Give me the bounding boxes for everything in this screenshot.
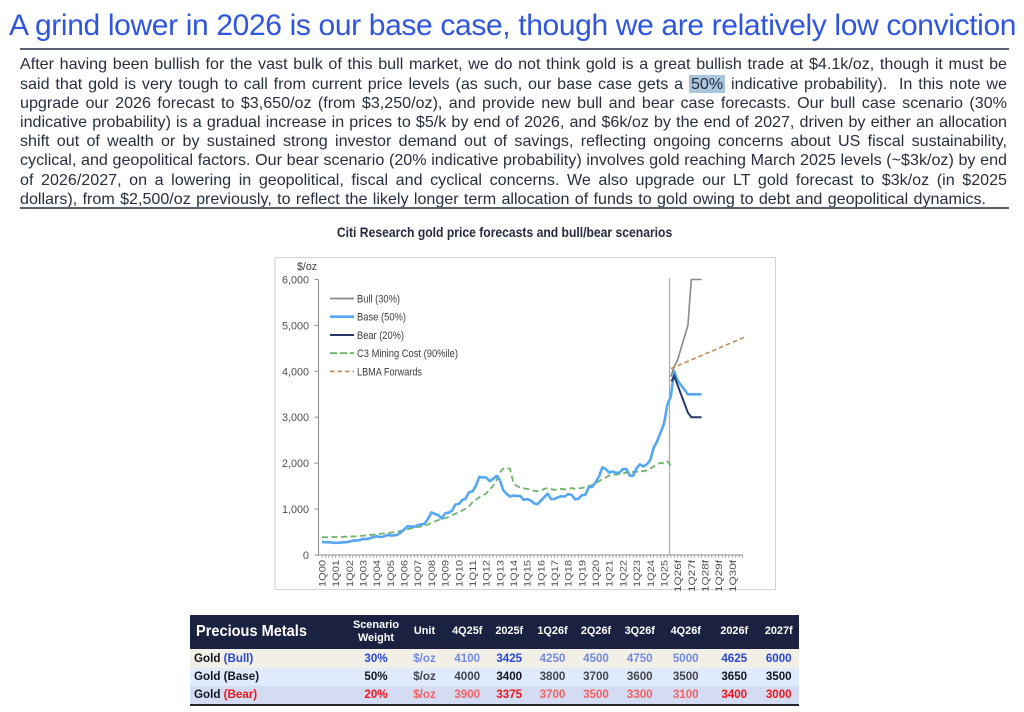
svg-text:6,000: 6,000 xyxy=(282,275,309,287)
svg-text:1Q17: 1Q17 xyxy=(550,560,560,587)
svg-text:1Q08: 1Q08 xyxy=(427,560,437,587)
svg-text:1Q05: 1Q05 xyxy=(386,560,396,587)
svg-text:C3 Mining Cost (90%ile): C3 Mining Cost (90%ile) xyxy=(357,348,458,360)
svg-text:Bull (30%): Bull (30%) xyxy=(357,294,400,306)
svg-text:1Q01: 1Q01 xyxy=(331,560,341,587)
svg-text:Bear (20%): Bear (20%) xyxy=(357,330,404,342)
svg-text:1Q25: 1Q25 xyxy=(660,560,670,587)
svg-text:1Q21: 1Q21 xyxy=(605,560,615,587)
svg-text:1Q23: 1Q23 xyxy=(632,560,642,587)
svg-text:1Q22: 1Q22 xyxy=(618,560,628,587)
svg-text:3,000: 3,000 xyxy=(282,412,309,424)
svg-text:5,000: 5,000 xyxy=(282,320,309,332)
svg-text:1,000: 1,000 xyxy=(282,504,309,516)
svg-text:0: 0 xyxy=(303,550,309,562)
svg-text:1Q00: 1Q00 xyxy=(318,560,328,587)
svg-text:1Q13: 1Q13 xyxy=(495,560,505,587)
svg-text:1Q07: 1Q07 xyxy=(413,560,423,587)
svg-text:1Q29f: 1Q29f xyxy=(714,559,724,592)
svg-text:Base (50%): Base (50%) xyxy=(357,312,406,324)
svg-text:1Q11: 1Q11 xyxy=(468,560,478,587)
svg-text:4,000: 4,000 xyxy=(282,366,309,378)
svg-text:1Q09: 1Q09 xyxy=(441,560,451,587)
svg-text:1Q03: 1Q03 xyxy=(359,560,369,587)
svg-text:1Q10: 1Q10 xyxy=(454,560,464,587)
svg-text:2,000: 2,000 xyxy=(282,458,309,470)
svg-text:1Q02: 1Q02 xyxy=(345,560,355,587)
svg-text:1Q30f: 1Q30f xyxy=(728,559,738,592)
svg-text:1Q24: 1Q24 xyxy=(646,560,656,587)
svg-text:1Q18: 1Q18 xyxy=(564,560,574,587)
svg-text:1Q15: 1Q15 xyxy=(523,560,533,587)
svg-text:1Q06: 1Q06 xyxy=(400,560,410,587)
svg-text:LBMA Forwards: LBMA Forwards xyxy=(357,366,422,378)
svg-text:1Q04: 1Q04 xyxy=(372,560,382,587)
svg-text:1Q27f: 1Q27f xyxy=(687,559,697,592)
svg-text:1Q26f: 1Q26f xyxy=(673,559,683,592)
svg-text:1Q19: 1Q19 xyxy=(577,560,587,587)
svg-text:1Q12: 1Q12 xyxy=(482,560,492,587)
svg-text:1Q14: 1Q14 xyxy=(509,560,519,587)
svg-text:1Q28f: 1Q28f xyxy=(701,559,711,592)
svg-text:1Q20: 1Q20 xyxy=(591,560,601,587)
svg-text:1Q16: 1Q16 xyxy=(536,560,546,587)
svg-text:$/oz: $/oz xyxy=(297,261,317,273)
